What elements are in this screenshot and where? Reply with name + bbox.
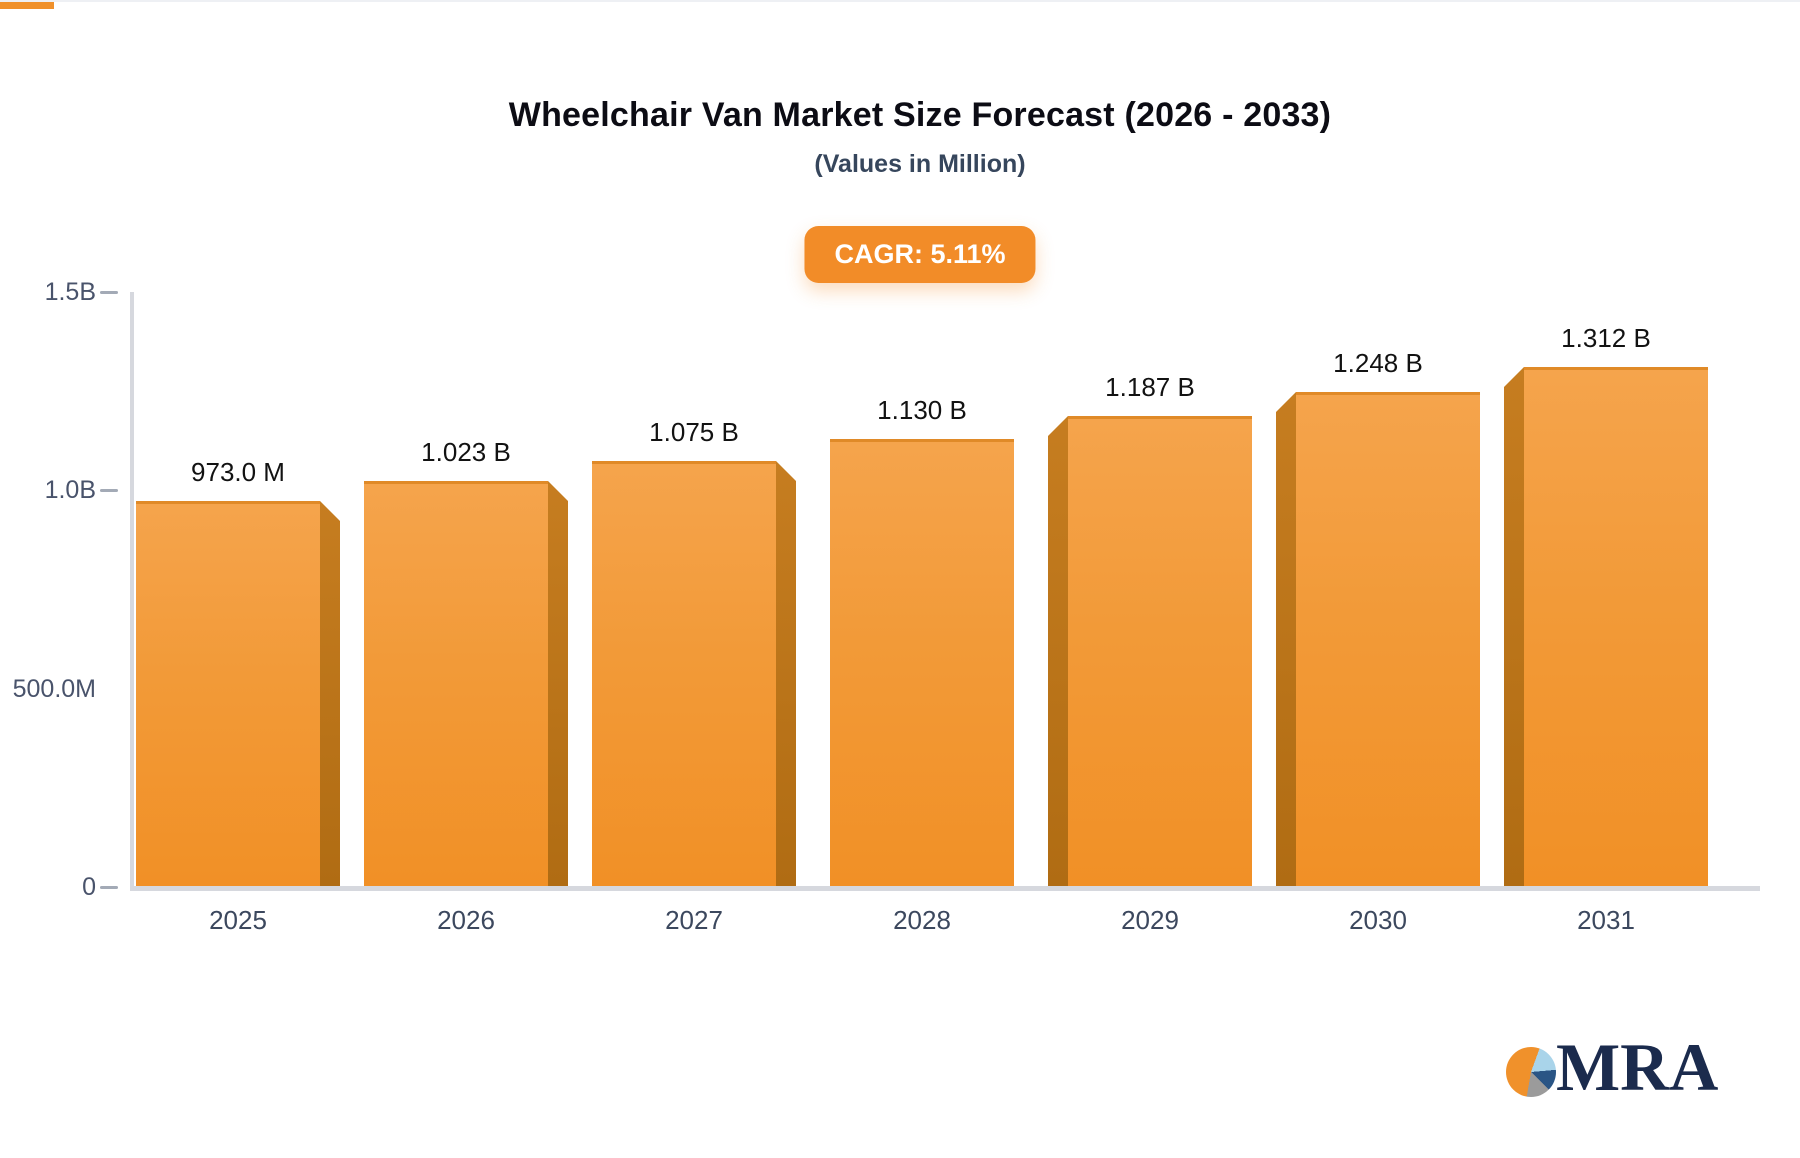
bar-side-face-2029	[1048, 416, 1068, 887]
bar-2030	[1296, 392, 1480, 887]
chart-title: Wheelchair Van Market Size Forecast (202…	[508, 96, 1332, 134]
bar-side-face-2031	[1504, 367, 1524, 887]
y-tick-mark	[100, 489, 118, 492]
y-tick-label: 0	[82, 873, 96, 901]
x-tick-label: 2026	[437, 905, 495, 935]
bar-value-label: 1.248 B	[1333, 348, 1423, 378]
x-tick-label: 2029	[1121, 905, 1179, 935]
y-axis-line	[130, 292, 134, 891]
bar-side-face-2025	[320, 501, 340, 887]
bar-2025	[136, 501, 320, 887]
x-tick-label: 2028	[893, 905, 951, 935]
y-tick-mark	[100, 291, 118, 294]
bar-value-label: 1.312 B	[1561, 323, 1651, 353]
x-axis-line	[130, 886, 1760, 891]
x-tick-label: 2025	[209, 905, 267, 935]
bar-value-label: 1.023 B	[421, 437, 511, 467]
top-left-accent	[0, 2, 54, 9]
bar-value-label: 973.0 M	[191, 457, 285, 487]
bar-2027	[592, 461, 776, 887]
bar-side-face-2027	[776, 461, 796, 887]
logo-text: MRA	[1556, 1029, 1719, 1105]
y-tick-label: 500.0M	[12, 675, 96, 703]
x-tick-label: 2031	[1577, 905, 1635, 935]
bar-side-face-2030	[1276, 392, 1296, 887]
bar-2026	[364, 481, 548, 887]
logo-pie-icon	[1506, 1047, 1556, 1097]
y-tick-label: 1.0B	[44, 476, 96, 504]
bar-2029	[1068, 416, 1252, 887]
bar-2031	[1524, 367, 1708, 887]
brand-logo: MRA	[1506, 1029, 1766, 1105]
y-tick-label: 1.5B	[44, 278, 96, 306]
bar-value-label: 1.130 B	[877, 395, 967, 425]
chart-subtitle: (Values in Million)	[814, 150, 1026, 178]
x-tick-label: 2030	[1349, 905, 1407, 935]
bar-2028	[830, 439, 1014, 887]
x-tick-label: 2027	[665, 905, 723, 935]
y-tick-mark	[100, 886, 118, 889]
cagr-badge: CAGR: 5.11%	[804, 226, 1036, 283]
bar-side-face-2026	[548, 481, 568, 887]
bar-value-label: 1.187 B	[1105, 372, 1195, 402]
bar-value-label: 1.075 B	[649, 417, 739, 447]
